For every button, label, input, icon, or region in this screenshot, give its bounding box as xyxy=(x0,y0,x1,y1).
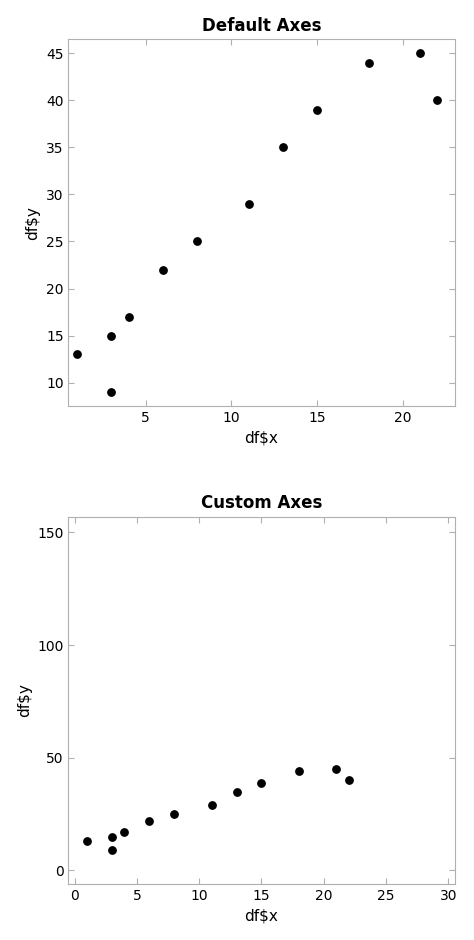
Point xyxy=(108,328,115,343)
Point xyxy=(295,763,302,778)
Point xyxy=(233,784,240,799)
Point xyxy=(365,55,373,70)
Point xyxy=(208,797,216,812)
Point xyxy=(121,824,128,839)
Point xyxy=(146,813,153,828)
Point xyxy=(332,761,340,776)
Point xyxy=(73,347,81,362)
Point xyxy=(83,834,91,849)
X-axis label: df$x: df$x xyxy=(245,908,278,923)
Point xyxy=(108,842,116,857)
Point xyxy=(193,234,201,249)
Point xyxy=(416,46,424,61)
Point xyxy=(258,775,265,790)
Point xyxy=(108,829,116,844)
Point xyxy=(125,309,132,324)
Y-axis label: df$y: df$y xyxy=(17,683,32,717)
Point xyxy=(434,93,441,108)
Y-axis label: df$y: df$y xyxy=(26,206,40,240)
Title: Default Axes: Default Axes xyxy=(202,17,321,35)
Point xyxy=(279,140,287,155)
Point xyxy=(245,196,253,212)
Point xyxy=(345,773,353,788)
Point xyxy=(171,807,178,822)
Title: Custom Axes: Custom Axes xyxy=(201,494,322,512)
Point xyxy=(159,262,167,277)
Point xyxy=(313,102,321,118)
X-axis label: df$x: df$x xyxy=(245,431,278,446)
Point xyxy=(108,384,115,400)
